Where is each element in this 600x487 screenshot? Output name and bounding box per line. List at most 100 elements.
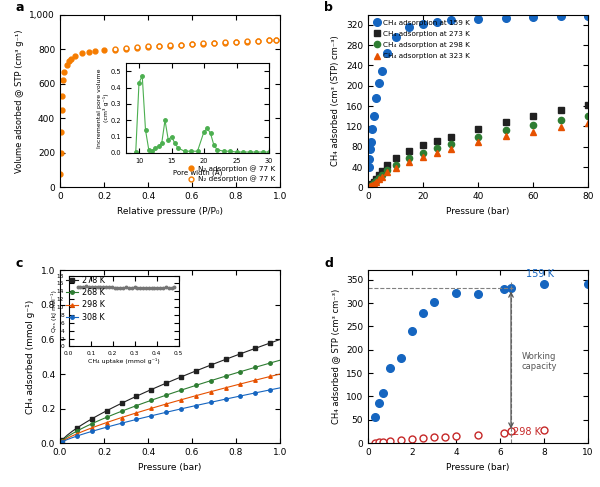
268 K: [158, 394, 165, 400]
CH₄ adsorption at 323 K: [376, 176, 383, 182]
278 K: [217, 358, 224, 364]
298 K: [247, 378, 254, 384]
268 K: [172, 389, 179, 395]
N₂ adsorption @ 77 K: [272, 37, 279, 43]
N₂ adsorption @ 77 K: [57, 150, 64, 156]
N₂ adsorption @ 77 K: [122, 46, 130, 52]
308 K: [128, 418, 135, 424]
CH₄ adsorption at 273 K: [365, 184, 373, 190]
N₂ adsorption @ 77 K: [100, 47, 107, 53]
278 K: [262, 342, 269, 348]
CH₄ adsorption at 159 K: [392, 35, 399, 40]
CH₄ adsorption at 298 K: [373, 178, 380, 184]
278 K: [271, 338, 278, 344]
308 K: [152, 412, 160, 417]
N₂ adsorption @ 77 K: [61, 69, 68, 75]
308 K: [98, 426, 106, 431]
308 K: [133, 416, 140, 422]
N₂ adsorption @ 77 K: [59, 93, 66, 99]
Text: c: c: [16, 257, 23, 270]
N₂ desorption @ 77 K: [145, 43, 152, 49]
CH₄ adsorption at 323 K: [502, 133, 509, 139]
278 K: [242, 349, 249, 355]
278 K: [73, 425, 80, 431]
Y-axis label: CH₄ adsorbed @ STP (cm³ cm⁻³): CH₄ adsorbed @ STP (cm³ cm⁻³): [331, 289, 340, 424]
298 K: [222, 385, 229, 391]
308 K: [212, 398, 219, 404]
CH₄ adsorption at 298 K: [365, 184, 373, 190]
298 K: [103, 420, 110, 426]
308 K: [148, 413, 155, 419]
N₂ adsorption @ 77 K: [92, 48, 99, 54]
298 K: [172, 398, 179, 404]
CH₄ adsorption at 273 K: [376, 172, 383, 178]
Line: CH₄ adsorption at 159 K: CH₄ adsorption at 159 K: [365, 12, 592, 171]
308 K: [79, 431, 86, 437]
N₂ desorption @ 77 K: [178, 42, 185, 48]
N₂ desorption @ 77 K: [244, 38, 251, 44]
278 K: [178, 374, 185, 380]
CH₄ adsorption at 273 K: [419, 142, 427, 148]
298 K: [83, 427, 91, 432]
CH₄ adsorption at 273 K: [367, 183, 374, 188]
308 K: [266, 387, 274, 393]
298 K: [163, 401, 170, 407]
268 K: [108, 412, 115, 418]
268 K: [182, 386, 190, 392]
308 K: [178, 406, 185, 412]
CH₄ adsorption at 159 K: [557, 13, 564, 19]
N₂ desorption @ 77 K: [122, 45, 130, 51]
N₂ adsorption @ 77 K: [265, 37, 272, 43]
CH₄ adsorption at 273 K: [383, 162, 391, 168]
CH₄ adsorption at 298 K: [433, 145, 440, 151]
308 K: [88, 429, 95, 434]
298 K: [88, 425, 95, 431]
N₂ desorption @ 77 K: [232, 39, 239, 45]
Line: N₂ desorption @ 77 K: N₂ desorption @ 77 K: [113, 37, 278, 52]
278 K: [237, 351, 244, 357]
268 K: [133, 403, 140, 409]
308 K: [182, 405, 190, 411]
308 K: [202, 400, 209, 406]
N₂ adsorption @ 77 K: [133, 45, 140, 51]
268 K: [187, 384, 194, 390]
278 K: [222, 356, 229, 362]
N₂ adsorption @ 77 K: [178, 42, 185, 48]
CH₄ adsorption at 273 K: [502, 119, 509, 125]
298 K: [207, 389, 214, 394]
CH₄ adsorption at 298 K: [376, 175, 383, 181]
268 K: [152, 395, 160, 401]
298 K: [202, 390, 209, 396]
CH₄ adsorption at 298 K: [419, 150, 427, 156]
N₂ adsorption @ 77 K: [56, 170, 64, 176]
308 K: [143, 414, 150, 420]
278 K: [138, 391, 145, 397]
N₂ adsorption @ 77 K: [85, 49, 92, 55]
CH₄ adsorption at 298 K: [368, 182, 376, 187]
308 K: [271, 386, 278, 392]
308 K: [217, 397, 224, 403]
268 K: [232, 370, 239, 376]
308 K: [64, 437, 71, 443]
CH₄ adsorption at 298 K: [378, 172, 385, 178]
298 K: [108, 418, 115, 424]
X-axis label: Pressure (bar): Pressure (bar): [139, 463, 202, 471]
CH₄ adsorption at 159 K: [406, 24, 413, 30]
268 K: [277, 357, 284, 363]
308 K: [222, 396, 229, 402]
CH₄ adsorption at 273 K: [392, 155, 399, 161]
268 K: [93, 418, 100, 424]
N₂ adsorption @ 77 K: [58, 129, 65, 135]
268 K: [123, 407, 130, 412]
298 K: [113, 416, 120, 422]
N₂ adsorption @ 77 K: [254, 38, 262, 44]
N₂ adsorption @ 77 K: [244, 38, 251, 44]
298 K: [217, 386, 224, 392]
298 K: [133, 410, 140, 416]
308 K: [108, 423, 115, 429]
268 K: [138, 401, 145, 407]
308 K: [197, 402, 205, 408]
278 K: [103, 408, 110, 413]
278 K: [68, 429, 76, 434]
CH₄ adsorption at 159 K: [378, 68, 385, 74]
